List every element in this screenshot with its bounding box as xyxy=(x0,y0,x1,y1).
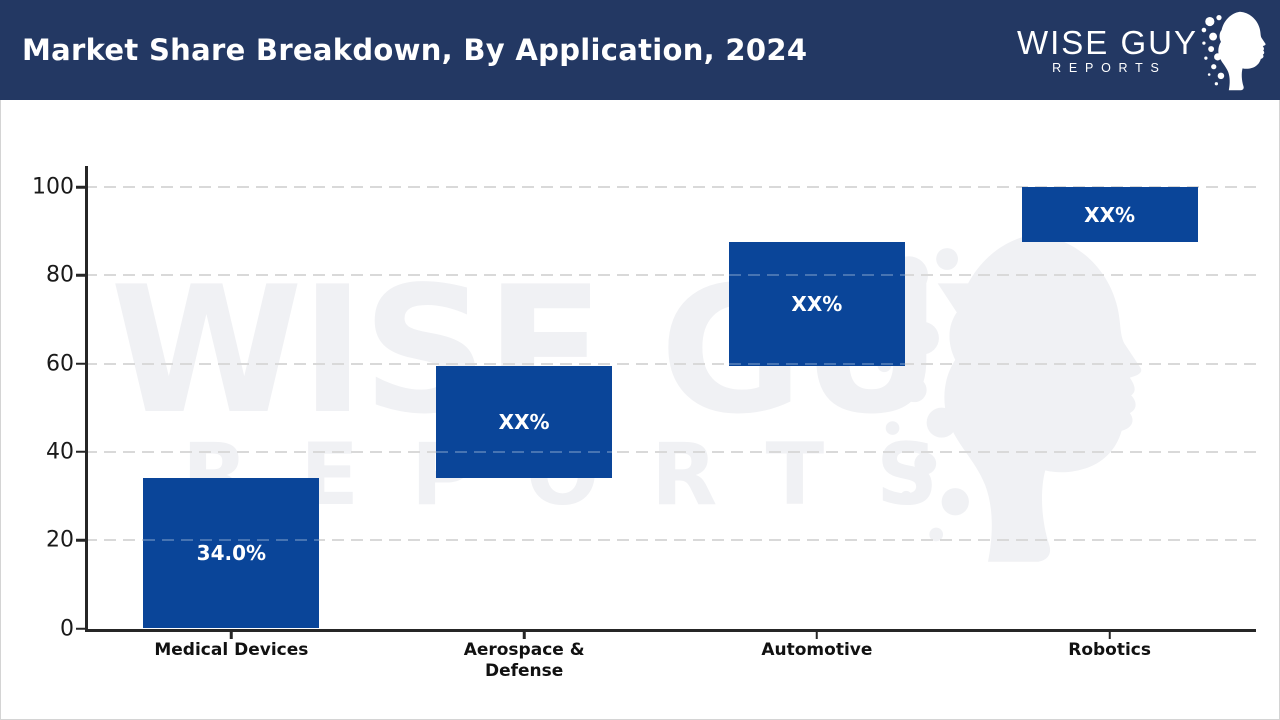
y-tick-mark-100 xyxy=(76,185,85,189)
gridline-60 xyxy=(85,362,1256,365)
y-tick-mark-40 xyxy=(76,450,85,454)
category-label-aerospace-defense: Aerospace & Defense xyxy=(463,640,585,682)
x-tick-mark-robotics xyxy=(1108,631,1111,639)
gridline-20 xyxy=(85,539,1256,542)
y-tick-label-0: 0 xyxy=(60,616,74,641)
x-tick-mark-automotive xyxy=(815,631,819,639)
bar-value-label: 34.0% xyxy=(196,541,267,566)
category-label-automotive: Automotive xyxy=(761,640,873,660)
y-tick-label-100: 100 xyxy=(32,174,74,200)
bar-gridline-overlay xyxy=(728,274,905,277)
y-tick-mark-60 xyxy=(76,362,85,365)
bar-value-label: XX% xyxy=(498,410,550,435)
brand-logo-text: WISE GUY REPORTS xyxy=(1017,26,1198,75)
x-tick-mark-aerospace-defense xyxy=(522,631,526,639)
y-tick-label-80: 80 xyxy=(46,262,74,288)
brand-name: WISE GUY xyxy=(1016,23,1198,61)
bar-value-label: XX% xyxy=(791,291,843,316)
category-label-medical-devices: Medical Devices xyxy=(154,640,309,660)
gridline-100 xyxy=(85,186,1256,188)
brand-subname: REPORTS xyxy=(1052,60,1167,75)
y-tick-mark-80 xyxy=(76,274,85,277)
header: Market Share Breakdown, By Application, … xyxy=(0,0,1280,100)
y-tick-label-40: 40 xyxy=(46,439,74,465)
y-tick-mark-0 xyxy=(76,627,85,630)
bar-aerospace-defense: XX% xyxy=(436,365,613,479)
category-label-robotics: Robotics xyxy=(1068,640,1152,660)
x-axis-spine xyxy=(85,629,1256,632)
bar-medical-devices: 34.0% xyxy=(143,478,320,629)
bar-value-label: XX% xyxy=(1084,202,1136,227)
brand-logo: WISE GUY REPORTS xyxy=(1017,0,1272,100)
y-axis-spine xyxy=(85,166,88,631)
bar-automotive: XX% xyxy=(728,242,905,366)
bar-robotics: XX% xyxy=(1021,187,1198,243)
y-tick-label-20: 20 xyxy=(46,527,74,553)
bar-gridline-overlay xyxy=(436,450,613,453)
gridline-80 xyxy=(85,274,1256,277)
y-tick-label-60: 60 xyxy=(46,351,74,377)
page-title: Market Share Breakdown, By Application, … xyxy=(22,33,808,67)
x-tick-mark-medical-devices xyxy=(230,631,233,639)
bar-gridline-overlay xyxy=(143,539,320,542)
y-tick-mark-20 xyxy=(76,538,85,542)
bar-gridline-overlay xyxy=(728,362,905,365)
wise-guy-face-icon xyxy=(1201,11,1266,91)
gridline-40 xyxy=(85,450,1256,453)
